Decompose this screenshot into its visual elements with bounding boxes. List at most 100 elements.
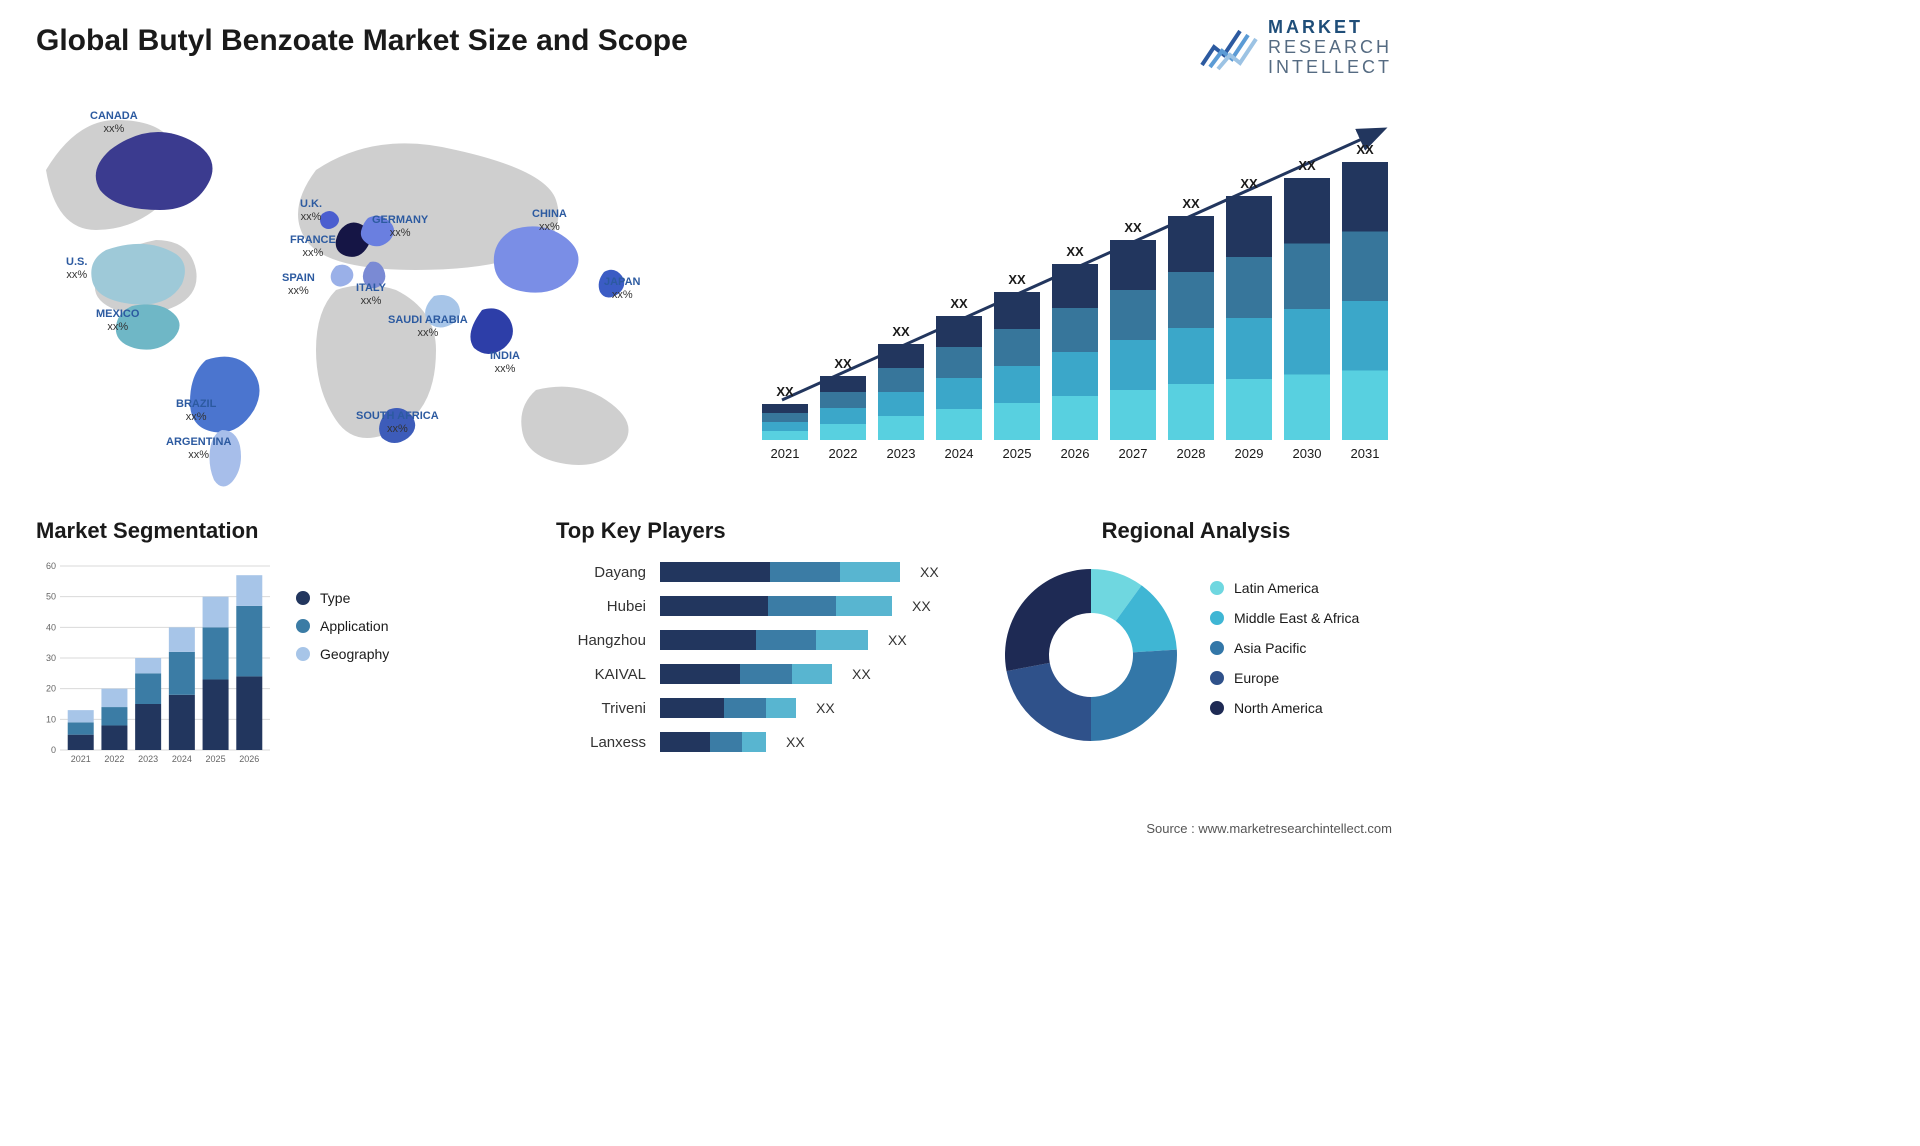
svg-text:50: 50	[46, 592, 56, 602]
logo-text-1: MARKET	[1268, 18, 1392, 38]
svg-text:2022: 2022	[829, 446, 858, 461]
svg-text:XX: XX	[892, 324, 910, 339]
svg-text:2025: 2025	[206, 754, 226, 764]
svg-text:2022: 2022	[104, 754, 124, 764]
player-bar	[660, 596, 892, 616]
legend-label: Geography	[320, 646, 389, 662]
legend-dot-icon	[296, 619, 310, 633]
segmentation-title: Market Segmentation	[36, 518, 456, 544]
svg-text:20: 20	[46, 684, 56, 694]
legend-item: Geography	[296, 646, 389, 662]
player-value: XX	[920, 564, 939, 580]
map-label: U.K.xx%	[300, 198, 322, 224]
svg-text:2031: 2031	[1351, 446, 1380, 461]
svg-text:40: 40	[46, 622, 56, 632]
player-bar	[660, 630, 868, 650]
svg-text:XX: XX	[950, 296, 968, 311]
player-value: XX	[852, 666, 871, 682]
player-row: KAIVAL XX	[556, 662, 976, 686]
map-label: SOUTH AFRICAxx%	[356, 410, 439, 436]
svg-text:30: 30	[46, 653, 56, 663]
legend-item: Latin America	[1210, 580, 1359, 596]
player-bar	[660, 732, 766, 752]
player-name: Hangzhou	[556, 632, 646, 649]
player-row: HubeiXX	[556, 594, 976, 618]
player-row: Triveni XX	[556, 696, 976, 720]
legend-dot-icon	[1210, 701, 1224, 715]
player-value: XX	[912, 598, 931, 614]
segmentation-section: Market Segmentation 0 10 20 30 40 50 60 2021 202…	[36, 518, 456, 780]
player-row: Lanxess XX	[556, 730, 976, 754]
svg-text:2023: 2023	[138, 754, 158, 764]
svg-text:XX: XX	[1240, 176, 1258, 191]
legend-label: Middle East & Africa	[1234, 610, 1359, 626]
svg-text:XX: XX	[776, 384, 794, 399]
legend-label: North America	[1234, 700, 1323, 716]
logo-mark-icon	[1200, 25, 1258, 71]
legend-item: Middle East & Africa	[1210, 610, 1359, 626]
map-label: CHINAxx%	[532, 208, 567, 234]
legend-dot-icon	[296, 647, 310, 661]
legend-item: Asia Pacific	[1210, 640, 1359, 656]
svg-text:XX: XX	[1182, 196, 1200, 211]
player-name: Lanxess	[556, 734, 646, 751]
svg-text:2021: 2021	[71, 754, 91, 764]
player-bar	[660, 664, 832, 684]
source-text: Source : www.marketresearchintellect.com	[1146, 821, 1392, 836]
svg-text:2024: 2024	[172, 754, 192, 764]
regional-section: Regional Analysis Latin America Middle Ea…	[996, 518, 1396, 750]
map-label: FRANCExx%	[290, 234, 336, 260]
legend-item: Type	[296, 590, 389, 606]
legend-label: Asia Pacific	[1234, 640, 1306, 656]
player-name: Triveni	[556, 700, 646, 717]
svg-text:2030: 2030	[1293, 446, 1322, 461]
legend-dot-icon	[1210, 671, 1224, 685]
players-section: Top Key Players DayangXXHubeiXXHangzhouX…	[556, 518, 976, 754]
player-name: KAIVAL	[556, 666, 646, 683]
map-label: MEXICOxx%	[96, 308, 139, 334]
map-label: U.S.xx%	[66, 256, 87, 282]
svg-text:2026: 2026	[239, 754, 259, 764]
legend-label: Europe	[1234, 670, 1279, 686]
player-value: XX	[816, 700, 835, 716]
map-label: GERMANYxx%	[372, 214, 428, 240]
svg-text:0: 0	[51, 745, 56, 755]
legend-dot-icon	[1210, 611, 1224, 625]
legend-dot-icon	[1210, 581, 1224, 595]
svg-text:2027: 2027	[1119, 446, 1148, 461]
svg-text:2026: 2026	[1061, 446, 1090, 461]
svg-text:XX: XX	[1356, 142, 1374, 157]
svg-text:XX: XX	[834, 356, 852, 371]
map-label: ITALYxx%	[356, 282, 386, 308]
map-label: INDIAxx%	[490, 350, 520, 376]
legend-item: North America	[1210, 700, 1359, 716]
logo-text-2: RESEARCH	[1268, 38, 1392, 58]
world-map: CANADAxx%U.S.xx%MEXICOxx%BRAZILxx%ARGENT…	[36, 90, 716, 490]
svg-text:2025: 2025	[1003, 446, 1032, 461]
svg-text:2024: 2024	[945, 446, 974, 461]
legend-item: Application	[296, 618, 389, 634]
svg-text:10: 10	[46, 714, 56, 724]
map-label: ARGENTINAxx%	[166, 436, 231, 462]
logo-text-3: INTELLECT	[1268, 58, 1392, 78]
legend-item: Europe	[1210, 670, 1359, 686]
brand-logo: MARKET RESEARCH INTELLECT	[1200, 18, 1392, 77]
player-name: Dayang	[556, 564, 646, 581]
svg-text:XX: XX	[1298, 158, 1316, 173]
legend-dot-icon	[296, 591, 310, 605]
svg-text:2023: 2023	[887, 446, 916, 461]
svg-text:60: 60	[46, 561, 56, 571]
players-title: Top Key Players	[556, 518, 976, 544]
player-value: XX	[786, 734, 805, 750]
page-title: Global Butyl Benzoate Market Size and Sc…	[36, 24, 688, 58]
player-row: Hangzhou XX	[556, 628, 976, 652]
player-value: XX	[888, 632, 907, 648]
map-label: JAPANxx%	[604, 276, 640, 302]
svg-text:2028: 2028	[1177, 446, 1206, 461]
svg-text:XX: XX	[1124, 220, 1142, 235]
regional-title: Regional Analysis	[996, 518, 1396, 544]
player-bar	[660, 562, 900, 582]
svg-text:2029: 2029	[1235, 446, 1264, 461]
market-size-chart: XX2021XX2022XX2023XX2024XX2025XX2026XX20…	[752, 110, 1392, 470]
svg-text:XX: XX	[1066, 244, 1084, 259]
